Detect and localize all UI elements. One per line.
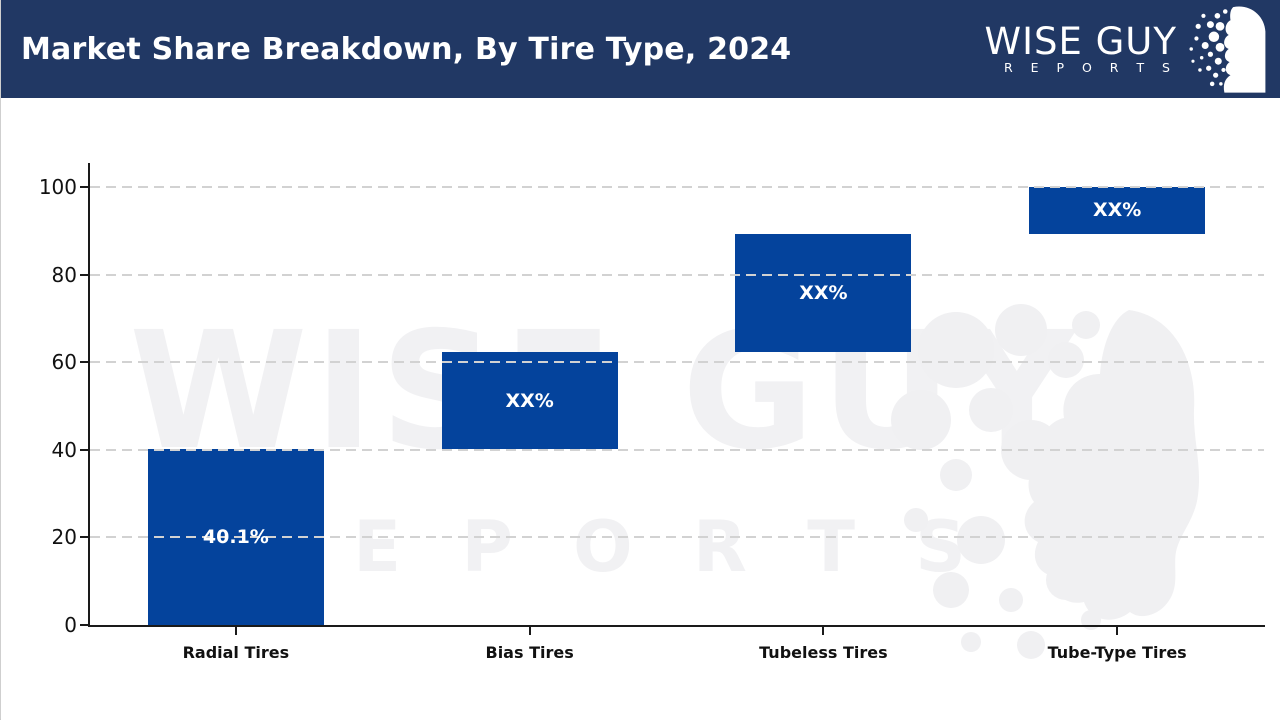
y-tick xyxy=(80,273,89,276)
y-tick xyxy=(80,361,89,364)
y-axis-line xyxy=(88,163,90,627)
grid-line xyxy=(90,536,1264,539)
y-tick-label: 20 xyxy=(51,525,77,550)
header: Market Share Breakdown, By Tire Type, 20… xyxy=(1,0,1280,98)
grid-line xyxy=(90,448,1264,451)
category-label: Tube-Type Tires xyxy=(1047,643,1187,662)
bar-value-label: 40.1% xyxy=(202,526,269,549)
watermark-head-graphic xyxy=(891,304,1200,659)
x-tick xyxy=(528,627,531,635)
brand-name: WISE GUY xyxy=(984,20,1177,64)
grid-line xyxy=(90,361,1264,364)
x-axis-line xyxy=(88,625,1265,627)
brand-logo-text: WISE GUY R E P O R T S xyxy=(985,23,1177,75)
category-label: Radial Tires xyxy=(182,643,290,662)
bar-value-label: XX% xyxy=(1092,199,1142,222)
y-tick-label: 60 xyxy=(51,350,77,375)
bar-bias-tires xyxy=(441,351,618,450)
bar-value-label: XX% xyxy=(505,389,554,412)
y-tick xyxy=(80,186,89,188)
grid-line xyxy=(90,186,1264,188)
chart-area: WISE GUY R E P O R T S 0 20 40 60 80 100 40.1%… xyxy=(1,98,1280,720)
x-tick xyxy=(234,627,237,635)
bar-tube-type-tires xyxy=(1029,187,1206,234)
bar-value-label: XX% xyxy=(799,281,848,304)
y-tick xyxy=(80,448,89,451)
x-tick xyxy=(822,627,825,635)
y-tick-label: 0 xyxy=(64,613,77,637)
y-tick xyxy=(80,536,89,539)
watermark-text-line2: R E P O R T S xyxy=(239,506,984,588)
y-tick-label: 40 xyxy=(51,437,77,462)
brand-subtitle: R E P O R T S xyxy=(1003,60,1177,76)
brand-logo: WISE GUY R E P O R T S xyxy=(985,0,1280,98)
category-label: Tubeless Tires xyxy=(759,643,888,662)
y-tick-label: 80 xyxy=(51,262,77,287)
wiseguy-head-icon xyxy=(1189,6,1266,93)
x-tick xyxy=(1116,627,1119,635)
bar-tubeless-tires xyxy=(735,233,912,352)
category-label: Bias Tires xyxy=(485,643,574,662)
y-tick xyxy=(80,624,89,626)
y-tick-label: 100 xyxy=(38,175,77,199)
page-title: Market Share Breakdown, By Tire Type, 20… xyxy=(21,31,792,67)
grid-line xyxy=(90,273,1264,276)
